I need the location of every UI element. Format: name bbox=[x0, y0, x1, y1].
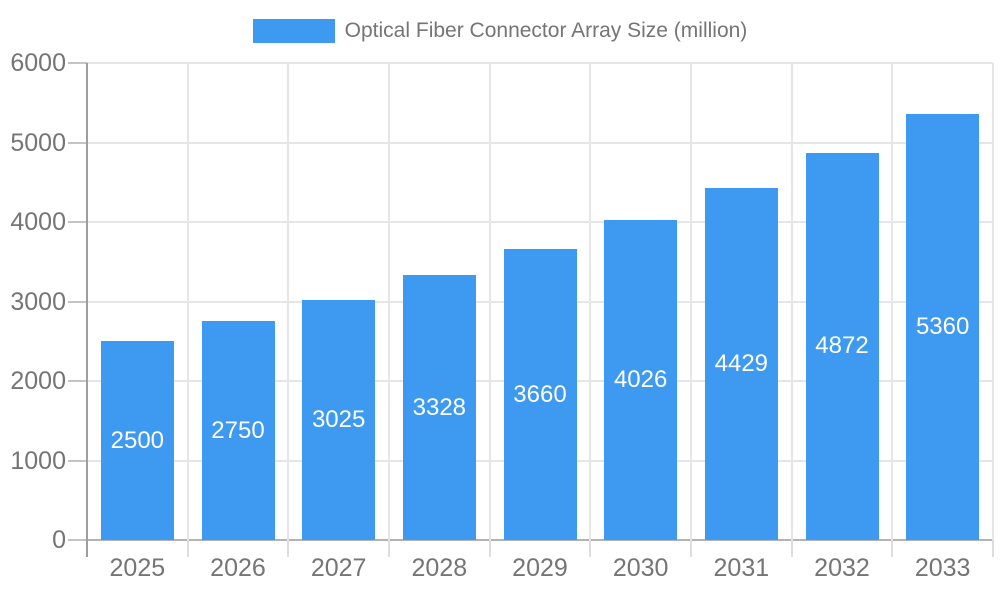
h-gridline bbox=[87, 141, 993, 144]
bar-value-label: 3660 bbox=[513, 380, 567, 408]
y-axis-label: 1000 bbox=[10, 446, 66, 475]
bar-value-label: 4429 bbox=[714, 349, 769, 377]
y-axis-line bbox=[86, 63, 88, 557]
y-axis-tick bbox=[68, 300, 87, 303]
bar-value-label: 4026 bbox=[613, 365, 668, 393]
y-axis-label: 5000 bbox=[10, 128, 66, 157]
x-axis-label: 2027 bbox=[310, 554, 367, 582]
v-gridline bbox=[790, 63, 793, 540]
y-axis-tick bbox=[68, 380, 87, 382]
bar-value-label: 3328 bbox=[412, 393, 467, 421]
bar[interactable]: 5360 bbox=[906, 113, 980, 540]
x-axis-label: 2032 bbox=[814, 554, 870, 582]
y-axis-tick bbox=[68, 141, 87, 144]
bar[interactable]: 3660 bbox=[503, 249, 577, 540]
bar-value-label: 3025 bbox=[311, 405, 366, 433]
x-axis-label: 2030 bbox=[612, 554, 669, 582]
x-axis-label: 2033 bbox=[914, 554, 971, 582]
legend-swatch bbox=[252, 19, 335, 43]
x-axis-tick bbox=[690, 540, 692, 557]
y-axis-tick bbox=[68, 459, 87, 462]
x-axis-tick bbox=[287, 540, 290, 557]
y-axis-label: 6000 bbox=[10, 49, 66, 77]
h-gridline bbox=[87, 62, 993, 64]
y-axis-label: 2000 bbox=[10, 367, 66, 395]
y-axis-label: 4000 bbox=[10, 208, 66, 236]
v-gridline bbox=[589, 63, 592, 540]
v-gridline bbox=[287, 63, 290, 540]
legend-label: Optical Fiber Connector Array Size (mill… bbox=[344, 19, 748, 42]
x-axis-tick bbox=[790, 540, 793, 557]
v-gridline bbox=[488, 63, 491, 540]
bar-value-label: 2750 bbox=[211, 416, 265, 444]
y-axis-tick bbox=[68, 539, 87, 541]
y-axis-tick bbox=[68, 62, 87, 64]
bar[interactable]: 4872 bbox=[805, 152, 879, 540]
x-axis-label: 2029 bbox=[512, 554, 568, 582]
h-gridline bbox=[87, 539, 993, 541]
y-axis-label: 3000 bbox=[10, 287, 66, 316]
v-gridline bbox=[891, 63, 894, 540]
y-axis-tick bbox=[68, 221, 87, 223]
x-axis-label: 2025 bbox=[109, 554, 166, 582]
h-gridline bbox=[87, 221, 993, 223]
bar[interactable]: 4026 bbox=[604, 219, 678, 540]
bar[interactable]: 4429 bbox=[704, 187, 778, 540]
v-gridline bbox=[690, 63, 692, 540]
v-gridline bbox=[186, 63, 189, 540]
legend[interactable]: Optical Fiber Connector Array Size (mill… bbox=[0, 19, 1000, 43]
bar-value-label: 2500 bbox=[110, 426, 165, 454]
x-axis-tick bbox=[488, 540, 491, 557]
y-axis-label: 0 bbox=[52, 526, 66, 554]
bar-value-label: 4872 bbox=[815, 332, 869, 360]
v-gridline bbox=[388, 63, 390, 540]
x-axis-tick bbox=[388, 540, 390, 557]
v-gridline bbox=[992, 63, 994, 540]
x-axis-tick bbox=[992, 540, 994, 557]
bar-value-label: 5360 bbox=[915, 312, 970, 340]
x-axis-label: 2028 bbox=[411, 554, 468, 582]
bar[interactable]: 2750 bbox=[201, 321, 275, 540]
x-axis-tick bbox=[186, 540, 189, 557]
bar[interactable]: 3025 bbox=[302, 299, 376, 540]
bar[interactable]: 3328 bbox=[402, 275, 476, 540]
bar[interactable]: 2500 bbox=[100, 341, 174, 540]
x-axis-label: 2026 bbox=[210, 554, 266, 582]
x-axis-tick bbox=[891, 540, 894, 557]
x-axis-label: 2031 bbox=[713, 554, 770, 582]
x-axis-tick bbox=[589, 540, 592, 557]
